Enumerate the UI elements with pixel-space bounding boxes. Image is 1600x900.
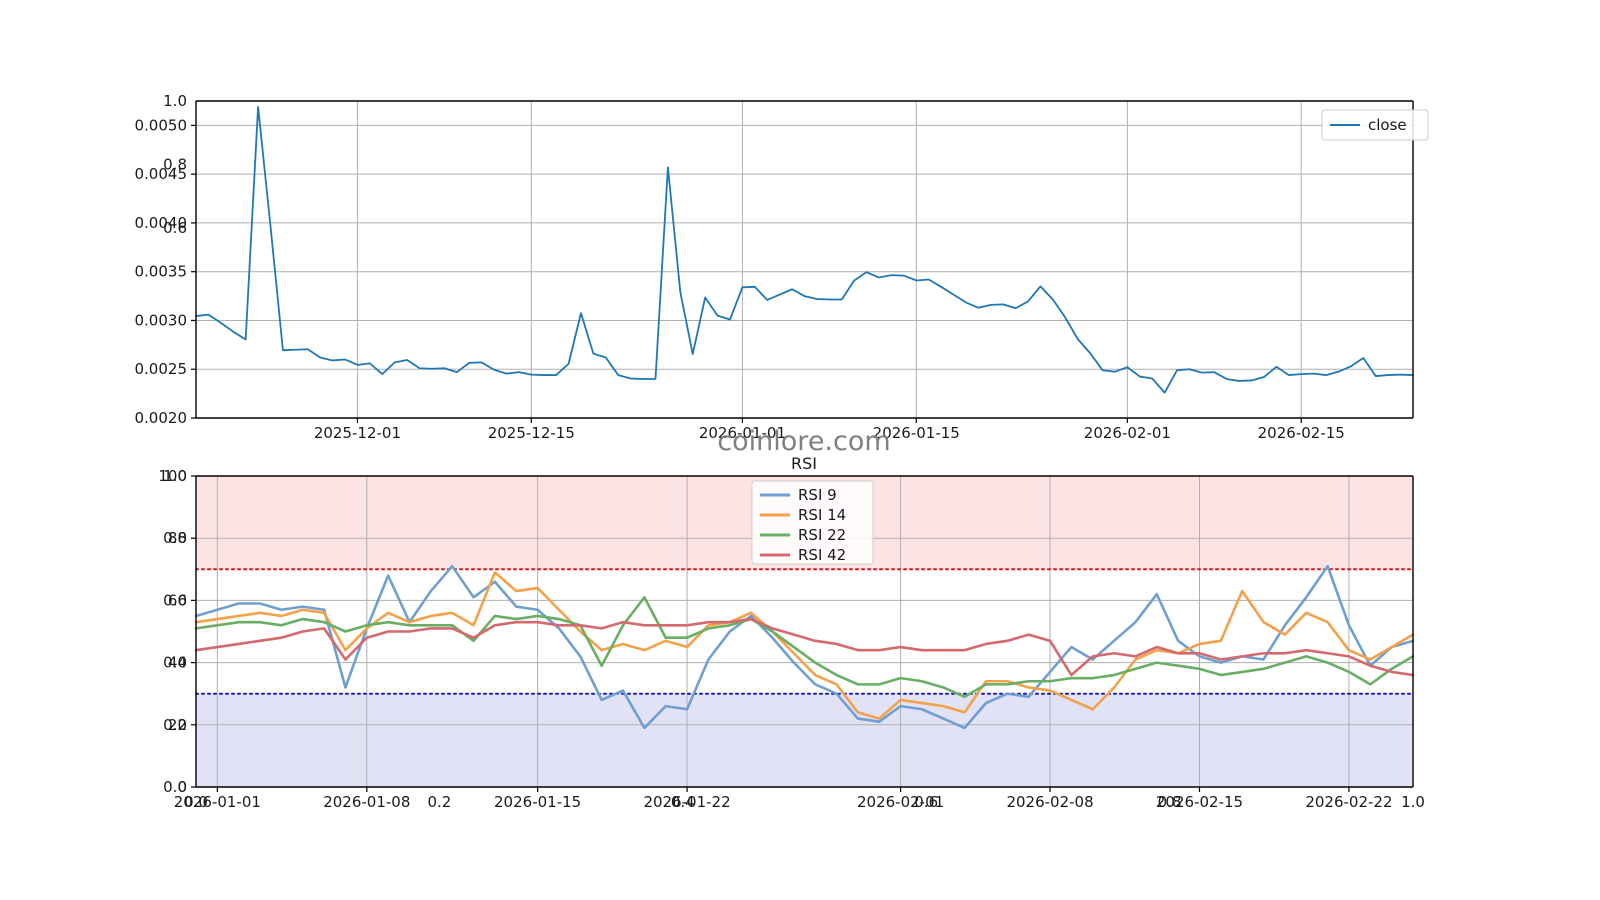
rsi-x-tick-label-secondary: 0.6 [914, 793, 938, 811]
rsi-y-axis-labels-primary: 0 20 40 60 80 100 [158, 467, 187, 796]
price-tickmarks [191, 124, 1302, 423]
price-legend-box[interactable] [1321, 109, 1429, 141]
rsi-x-tick-label: 2026-01-08 [323, 793, 410, 811]
price-plot-background [196, 101, 1413, 418]
rsi-x-tick-label-secondary: 1.0 [1401, 793, 1425, 811]
rsi-panel: 0 20 40 60 80 100 0.0 0.2 0.4 0.6 0.8 1.0 2026-01-… [158, 467, 1425, 811]
rsi-y-axis-labels-secondary: 0.0 0.2 0.4 0.6 0.8 1.0 [163, 467, 187, 796]
rsi-legend-label: RSI 22 [798, 526, 846, 544]
rsi-x-tick-label: 2026-02-01 [857, 793, 944, 811]
price-x-tick-label: 2026-02-15 [1258, 424, 1345, 442]
price-legend-label: close [1368, 116, 1407, 134]
price-y-tick-label: 0.0025 [135, 360, 188, 378]
price-y-tick-label: 0.0030 [135, 311, 188, 329]
price-y-tick-label: 0.0020 [135, 409, 188, 427]
price-legend[interactable]: close [1321, 109, 1429, 141]
price-y-tick-label: 0.0045 [135, 165, 188, 183]
rsi-x-tick-label-secondary: 0.4 [671, 793, 695, 811]
price-series-group [195, 105, 1414, 394]
price-y-tick-label-secondary: 1.0 [163, 92, 187, 110]
price-series-close [195, 105, 1414, 394]
price-gridlines [196, 101, 1413, 418]
rsi-axes-spines [195, 475, 1414, 788]
rsi-x-tick-label-secondary: 0.8 [1158, 793, 1182, 811]
price-x-axis-labels: 2025-12-01 2025-12-15 2026-01-01 2026-01-15… [314, 424, 1345, 442]
rsi-x-tick-label-secondary: 0.0 [184, 793, 208, 811]
rsi-x-tick-label: 2026-02-08 [1006, 793, 1093, 811]
rsi-y-tick-label-secondary: 0.4 [163, 654, 187, 672]
price-y-axis-labels-secondary: 0.6 0.8 1.0 [163, 92, 187, 237]
rsi-legend-box[interactable] [751, 480, 874, 565]
price-x-tick-label: 2025-12-15 [488, 424, 575, 442]
rsi-x-tick-label: 2026-02-15 [1156, 793, 1243, 811]
price-axes-spines [195, 100, 1414, 419]
rsi-legend-label: RSI 14 [798, 506, 846, 524]
rsi-y-tick-label: 60 [168, 591, 187, 609]
price-y-tick-label-secondary: 0.6 [163, 219, 187, 237]
watermark-text: coinlore.com [717, 426, 890, 457]
rsi-y-tick-label-secondary: 0.6 [163, 591, 187, 609]
rsi-series-rsi-42 [194, 617, 1415, 677]
rsi-series-rsi-9 [194, 564, 1415, 730]
price-y-tick-label: 0.0040 [135, 214, 188, 232]
price-y-axis-labels-primary: 0.0020 0.0025 0.0030 0.0035 0.0040 0.0045 0.00… [135, 116, 188, 427]
price-panel: 0.0020 0.0025 0.0030 0.0035 0.0040 0.0045 0.00… [135, 92, 1429, 442]
rsi-y-tick-label: 0 [177, 778, 187, 796]
price-y-tick-label: 0.0035 [135, 263, 188, 281]
rsi-series-rsi-14 [194, 571, 1415, 720]
rsi-y-tick-label-secondary: 0.8 [163, 529, 187, 547]
rsi-y-tick-label-secondary: 1.0 [163, 467, 187, 485]
rsi-y-tick-label: 100 [158, 467, 187, 485]
rsi-tickmarks [191, 475, 1350, 792]
rsi-y-tick-label: 20 [168, 716, 187, 734]
rsi-x-tick-label: 2026-01-01 [174, 793, 261, 811]
price-x-tick-label: 2025-12-01 [314, 424, 401, 442]
rsi-x-tick-label: 2026-01-15 [494, 793, 581, 811]
price-y-tick-label-secondary: 0.8 [163, 155, 187, 173]
rsi-series-rsi-22 [194, 595, 1415, 699]
rsi-y-tick-label: 40 [168, 654, 187, 672]
rsi-series-group [194, 564, 1415, 730]
rsi-y-tick-label-secondary: 0.2 [163, 716, 187, 734]
rsi-y-tick-label-secondary: 0.0 [163, 778, 187, 796]
rsi-y-tick-label: 80 [168, 529, 187, 547]
rsi-panel-title: RSI [791, 454, 817, 473]
price-x-tick-label: 2026-01-15 [873, 424, 960, 442]
rsi-x-tick-label: 2026-01-22 [643, 793, 730, 811]
rsi-x-tick-label: 2026-02-22 [1305, 793, 1392, 811]
rsi-x-tick-label-secondary: 0.2 [427, 793, 451, 811]
price-y-tick-label: 0.0050 [135, 116, 188, 134]
rsi-band [196, 693, 1413, 787]
price-x-tick-label: 2026-01-01 [699, 424, 786, 442]
price-x-tick-label: 2026-02-01 [1084, 424, 1171, 442]
rsi-legend-label: RSI 9 [798, 486, 837, 504]
rsi-legend-label: RSI 42 [798, 546, 846, 564]
rsi-threshold-lines [195, 568, 1414, 695]
rsi-x-axis-labels: 2026-01-01 2026-01-08 2026-01-15 2026-01-22… [174, 793, 1425, 811]
rsi-legend[interactable]: RSI 9 RSI 14 RSI 22 RSI 42 [751, 480, 874, 565]
